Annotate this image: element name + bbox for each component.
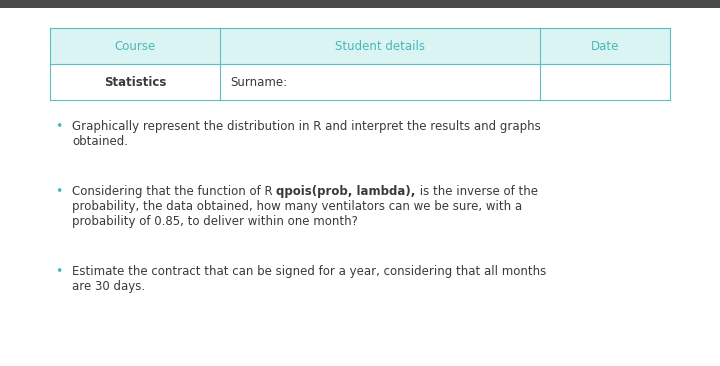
Text: Graphically represent the distribution in R and interpret the results and graphs: Graphically represent the distribution i… [72, 120, 541, 133]
Text: •: • [55, 185, 63, 198]
Text: qpois(prob, lambda),: qpois(prob, lambda), [276, 185, 415, 198]
Text: •: • [55, 120, 63, 133]
Text: Considering that the function of R: Considering that the function of R [72, 185, 276, 198]
Text: •: • [55, 265, 63, 278]
Text: probability, the data obtained, how many ventilators can we be sure, with a: probability, the data obtained, how many… [72, 200, 522, 213]
Bar [50, 28, 670, 64]
Text: Date: Date [591, 40, 619, 52]
Text: Estimate the contract that can be signed for a year, considering that all months: Estimate the contract that can be signed… [72, 265, 546, 278]
Text: Surname:: Surname: [230, 75, 287, 89]
Text: are 30 days.: are 30 days. [72, 280, 145, 293]
Text: is the inverse of the: is the inverse of the [415, 185, 538, 198]
Text: Statistics: Statistics [104, 75, 166, 89]
Text: Student details: Student details [335, 40, 425, 52]
Text: Course: Course [114, 40, 156, 52]
Text: probability of 0.85, to deliver within one month?: probability of 0.85, to deliver within o… [72, 215, 358, 228]
Text: obtained.: obtained. [72, 135, 128, 148]
Bar [0, 0, 720, 8]
